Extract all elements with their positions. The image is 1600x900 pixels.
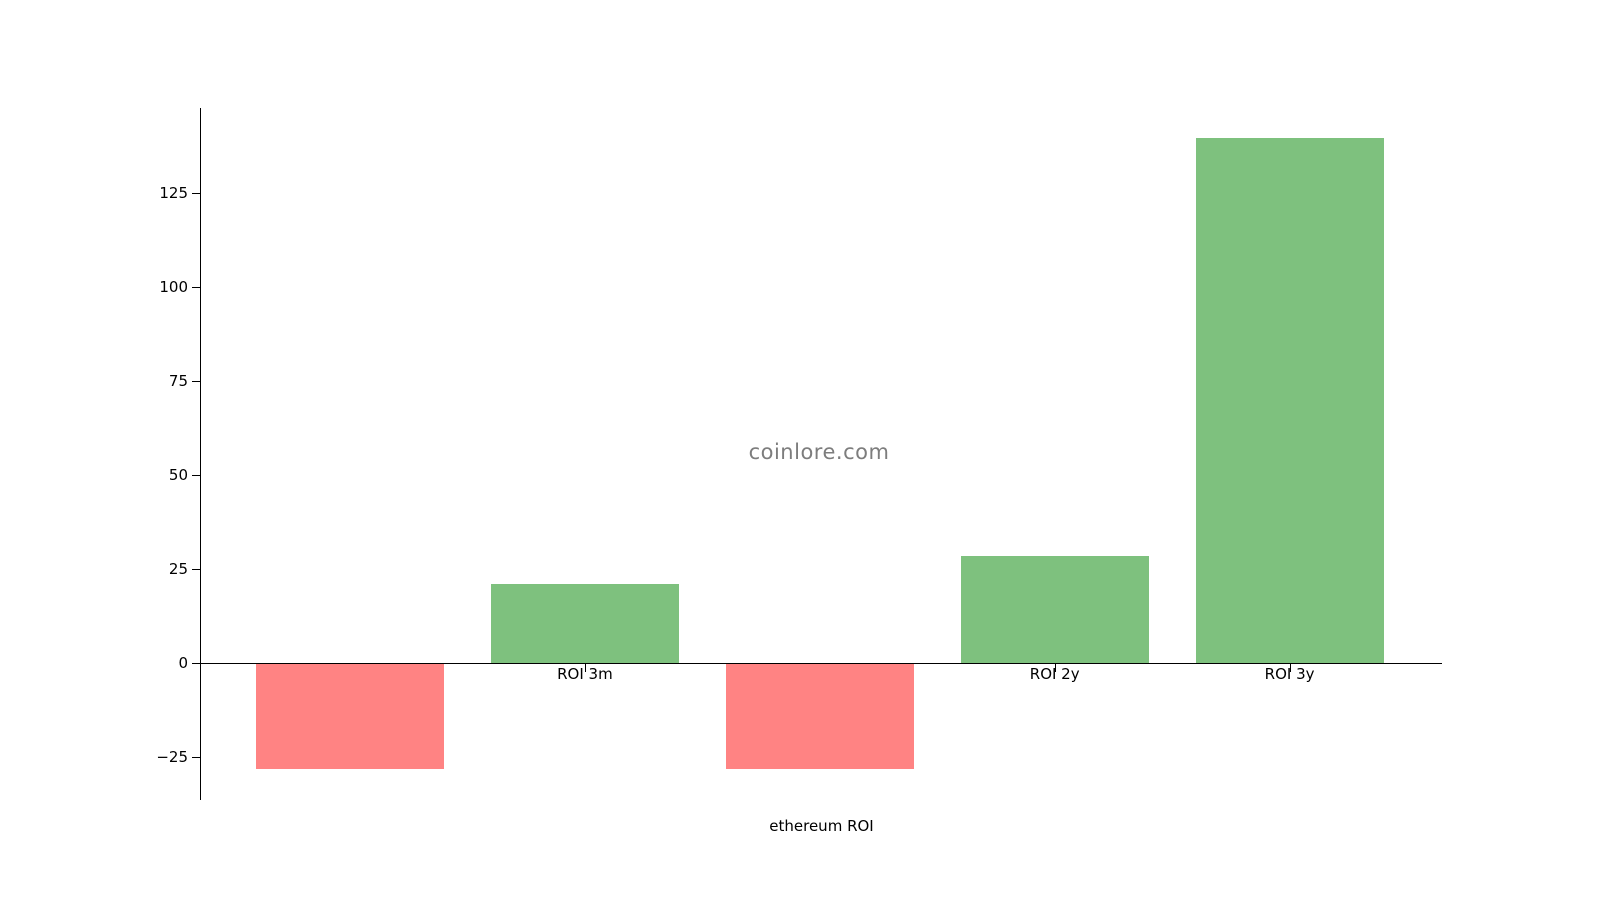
y-tick-label: 100 xyxy=(159,277,188,296)
y-tick-label: 75 xyxy=(168,371,188,390)
y-tick-label: 50 xyxy=(168,465,188,484)
y-tick-label: 125 xyxy=(159,183,188,202)
watermark-text: coinlore.com xyxy=(748,440,890,464)
y-tick-mark xyxy=(192,474,200,477)
y-tick-label: 0 xyxy=(178,653,188,672)
x-tick-label: ROI 3y xyxy=(1264,664,1315,683)
y-tick-mark xyxy=(192,380,200,383)
y-tick-mark xyxy=(192,192,200,195)
y-tick-mark xyxy=(192,286,200,289)
y-tick-mark xyxy=(192,568,200,571)
y-tick-label: 25 xyxy=(168,559,188,578)
x-tick-label: ROI 3m xyxy=(557,664,613,683)
x-tick-mark xyxy=(584,662,587,672)
bar-roi-2y xyxy=(960,555,1149,663)
bar-roi-2 xyxy=(725,663,914,770)
x-axis-zero-line xyxy=(201,662,1442,665)
x-axis-title: ethereum ROI xyxy=(769,817,874,835)
bar-roi-3m xyxy=(490,583,679,663)
x-tick-label: ROI 2y xyxy=(1029,664,1080,683)
y-axis-line xyxy=(199,108,201,800)
y-tick-mark xyxy=(192,662,200,665)
x-tick-mark xyxy=(1289,662,1291,672)
y-tick-label: −25 xyxy=(156,747,188,766)
bar-roi-3y xyxy=(1195,138,1384,663)
x-tick-mark xyxy=(1054,662,1056,672)
y-tick-mark xyxy=(192,756,200,759)
bar-roi-0 xyxy=(256,663,444,770)
